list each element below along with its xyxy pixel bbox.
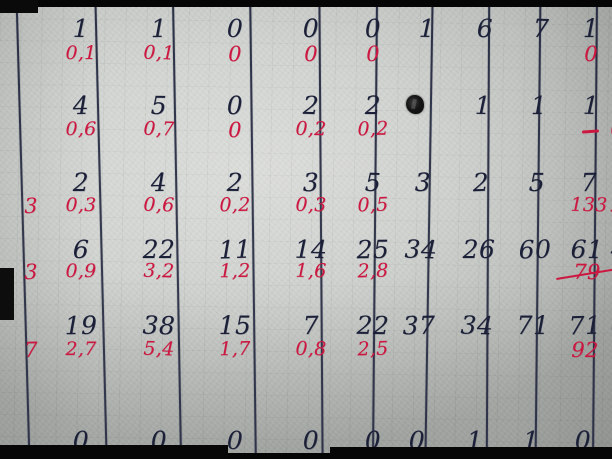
photo-edge-top — [0, 0, 612, 7]
photo-edge-bottom-right — [330, 447, 612, 459]
cell-value-black: 0 — [226, 90, 244, 121]
cell-value-red: 0,9 — [65, 260, 97, 282]
cell-value-red: 250 — [600, 194, 612, 217]
cell-value-red: 0 — [365, 41, 381, 67]
photo-edge-top-left — [0, 0, 38, 13]
cell-value-red: 5,4 — [143, 337, 175, 361]
cell-value-red: 0 — [304, 41, 318, 67]
cell-value-black: 60 — [598, 311, 612, 340]
cell-value-black: 15 — [218, 311, 252, 340]
cell-value-black: 6 — [72, 234, 90, 265]
cell-value-red: 17 — [600, 43, 612, 65]
cell-value-black: 4 — [150, 167, 168, 198]
cell-value-black: 1 — [474, 90, 492, 121]
cell-value-red: 0,8 — [295, 337, 327, 361]
cell-value-black: 0 — [302, 426, 320, 455]
cell-value-black: 19 — [64, 310, 98, 341]
cell-value-black: 1 — [150, 13, 168, 44]
photo-edge-bottom — [0, 453, 612, 459]
cell-value-black: 6 — [476, 13, 494, 44]
cell-value-red: 600 — [600, 118, 612, 141]
cell-value-red: 0,6 — [65, 118, 97, 140]
cell-value-red: 1,6 — [295, 259, 327, 283]
cell-value-red: 0,6 — [143, 193, 175, 217]
cell-value-red: 0,2 — [219, 193, 251, 217]
cell-value-red: 0 — [228, 41, 242, 67]
cell-value-black: 2 — [72, 168, 90, 197]
cell-value-black: 1 — [418, 13, 436, 44]
cell-value-black: 34 — [404, 234, 438, 265]
cell-value-red: 1,7 — [219, 337, 251, 361]
cell-value-black: 5 — [528, 167, 546, 198]
cell-value-red: 0,7 — [143, 117, 175, 141]
cell-value-red: 0,1 — [143, 41, 175, 65]
cell-value-black: 7 — [600, 169, 612, 196]
cell-value-black: 0 — [574, 426, 592, 455]
cell-value-black: 1 — [72, 13, 90, 44]
cell-value-red: 0,2 — [295, 117, 327, 141]
cell-value-red: 0,3 — [65, 194, 97, 216]
cell-value-black: 2 — [226, 167, 244, 198]
photo-edge-left — [0, 268, 14, 320]
cell-value-black: 38 — [142, 310, 176, 341]
cell-value-red: 2,5 — [357, 337, 389, 361]
cell-value-red: 0,2 — [357, 117, 389, 141]
cell-value-black: 2 — [302, 90, 320, 121]
cell-value-black: 1 — [582, 14, 600, 43]
cell-value-black: 0 — [364, 13, 382, 44]
cell-value-black: 3 — [414, 168, 432, 197]
cell-value-black: 14 — [294, 234, 328, 265]
cell-value-red: 76 — [598, 339, 612, 361]
cell-value-red: 1,2 — [219, 259, 251, 283]
photo-edge-bottom-left — [0, 445, 228, 459]
cell-value-black: 26 — [462, 235, 496, 264]
cell-value-black: 5 — [150, 90, 168, 121]
cell-value-black: 22 — [142, 235, 176, 264]
cell-value-black: 60 — [518, 234, 552, 265]
cell-value-black: 11 — [218, 234, 252, 265]
cell-value-black: 37 — [402, 310, 436, 341]
cell-value-black: 4 — [72, 90, 90, 121]
cell-value-red: 0,5 — [357, 193, 389, 217]
cell-value-red: 0,1 — [65, 42, 97, 64]
cell-value-red: 2,8 — [357, 259, 389, 283]
cell-value-red: 2,7 — [65, 338, 97, 360]
cell-value-black: 2 — [472, 167, 490, 198]
cell-value-black: 0 — [226, 13, 244, 44]
cell-value-black: 2 — [364, 91, 382, 120]
scribbled-out-value — [406, 95, 424, 114]
cell-value-black: 7 — [600, 93, 612, 118]
cell-value-black: 7 — [600, 15, 612, 42]
cell-value-black: 71 — [516, 311, 550, 340]
cell-value-black: 3 — [302, 167, 320, 198]
cell-value-red: 0 — [228, 117, 242, 143]
cell-value-black: 34 — [460, 310, 494, 341]
cell-value-red: 0,3 — [295, 193, 327, 217]
cell-value-black: 1 — [530, 90, 548, 121]
cell-value-black: 46 — [598, 235, 612, 264]
cell-value-black: 0 — [302, 14, 320, 43]
cell-value-red: 77 — [598, 261, 612, 283]
cell-value-black: 7 — [302, 310, 320, 341]
cell-value-red: 3,2 — [143, 259, 175, 283]
